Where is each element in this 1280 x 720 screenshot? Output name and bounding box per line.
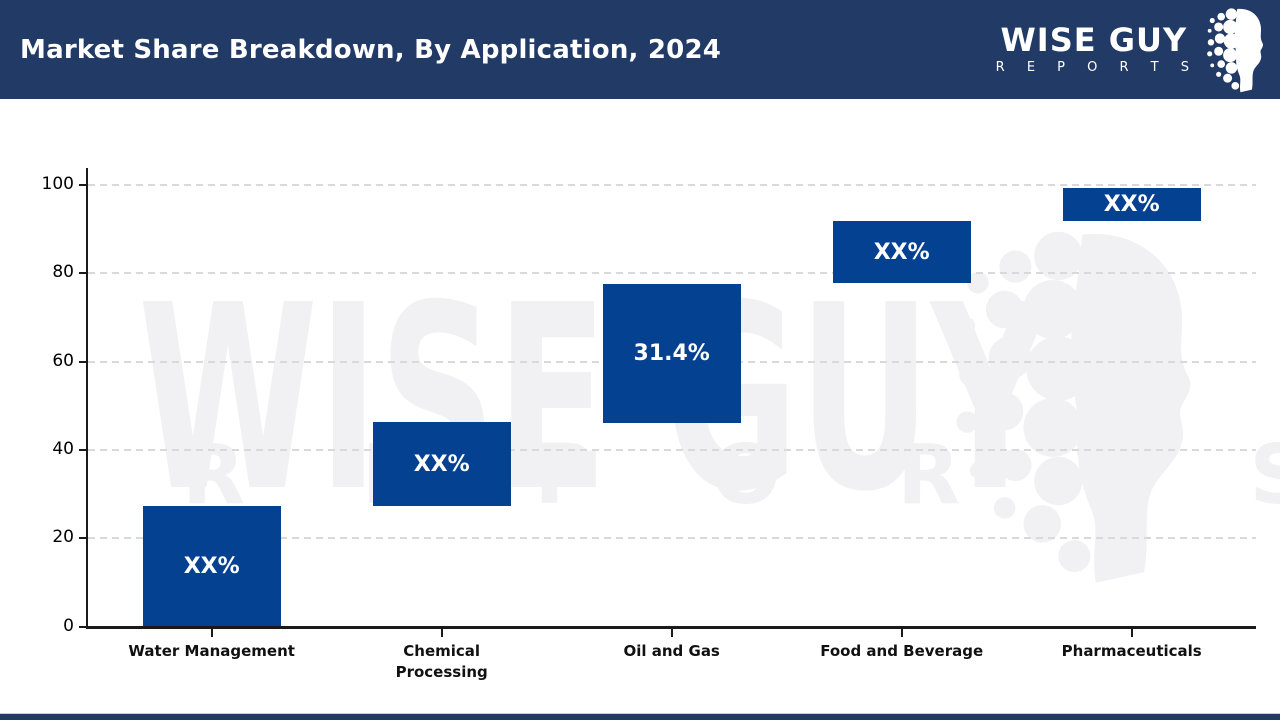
x-axis-spine [86,626,1256,629]
y-tick-label-20: 20 [52,527,74,548]
watermark-reports-text: R E P O R T S [182,428,1280,523]
x-tick-label-3: Oil and Gas [623,642,720,660]
gridline-y80 [88,272,1256,275]
bar-value-label: 31.4% [633,340,710,366]
y-tick-100 [79,184,88,186]
waterfall-bar-2: XX% [372,422,511,507]
y-tick-label-0: 0 [63,615,74,636]
header-bar: Market Share Breakdown, By Application, … [0,0,1280,99]
x-tick-label-4: Food and Beverage [820,642,984,660]
y-tick-label-100: 100 [41,174,74,194]
brand-name-text: WISE GUY [1000,21,1188,59]
wiseguy-head-icon [1207,7,1263,92]
y-tick-label-40: 40 [52,438,74,459]
waterfall-bar-5: XX% [1062,187,1201,222]
y-tick-label-60: 60 [52,350,74,371]
x-tick-label-1: Water Management [128,642,295,660]
waterfall-bar-1: XX% [142,506,281,627]
waterfall-bar-4: XX% [832,221,971,284]
brand-wordmark: WISE GUY R E P O R T S [990,24,1198,75]
x-tick-4 [900,628,903,637]
brand-logo: WISE GUY R E P O R T S [990,4,1266,96]
x-tick-label-5: Pharmaceuticals [1061,642,1202,660]
y-axis-spine [86,168,88,629]
y-tick-60 [79,360,88,363]
y-tick-80 [79,272,88,275]
y-tick-label-80: 80 [52,262,74,283]
gridline-y40 [88,448,1256,451]
y-tick-20 [79,537,88,540]
brand-reports-text: R E P O R T S [995,60,1198,75]
y-tick-40 [79,448,88,451]
footer-divider [0,713,1280,714]
x-tick-5 [1130,628,1133,637]
footer-bar [0,714,1280,720]
watermark-wordmark: WISE GUY [138,251,1050,548]
page-title: Market Share Breakdown, By Application, … [20,34,722,65]
bar-value-label: XX% [873,239,930,265]
gridline-y20 [88,537,1256,540]
bar-value-label: XX% [183,553,240,579]
x-tick-2 [440,628,443,637]
x-tick-3 [670,628,673,637]
y-tick-0 [79,625,88,628]
x-tick-label-2: Chemical Processing [395,642,488,681]
gridline-y100 [88,184,1256,186]
waterfall-bar-3: 31.4% [602,283,741,423]
bar-value-label: XX% [1103,191,1160,217]
x-tick-1 [210,628,213,637]
watermark-head-icon [956,231,1191,583]
bar-value-label: XX% [413,451,470,477]
